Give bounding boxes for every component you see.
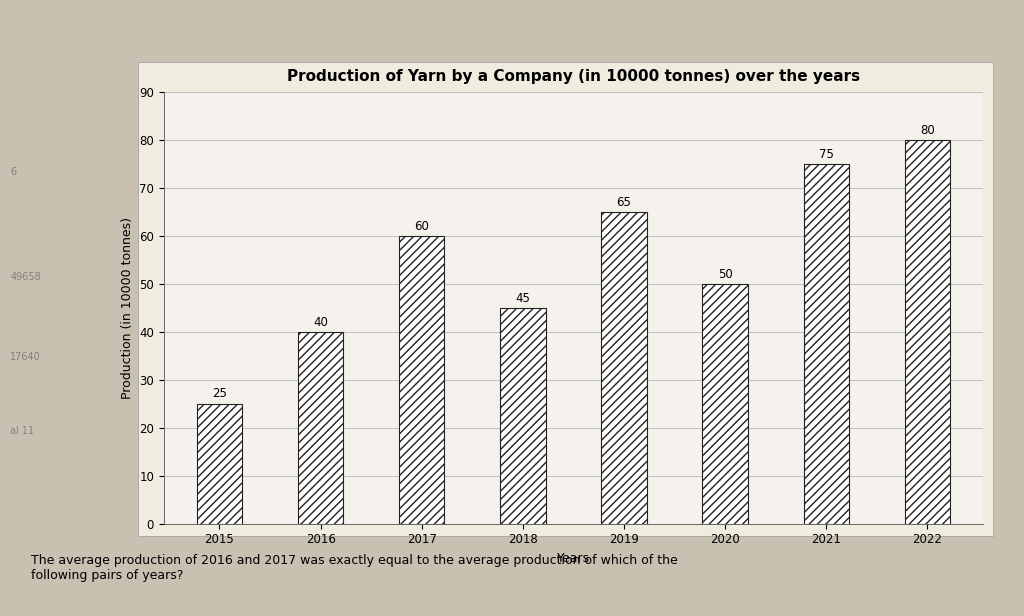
Bar: [500, 308, 546, 524]
Text: 17640: 17640: [10, 352, 41, 362]
Bar: [399, 236, 444, 524]
X-axis label: Years: Years: [557, 552, 590, 565]
Title: Production of Yarn by a Company (in 10000 tonnes) over the years: Production of Yarn by a Company (in 1000…: [287, 69, 860, 84]
Bar: [298, 332, 343, 524]
Text: 75: 75: [819, 148, 834, 161]
Bar: [197, 404, 243, 524]
Text: 50: 50: [718, 268, 732, 281]
Text: 25: 25: [212, 387, 227, 400]
Text: 80: 80: [920, 124, 935, 137]
Text: 45: 45: [515, 291, 530, 305]
Bar: [702, 284, 748, 524]
Text: 40: 40: [313, 315, 328, 328]
Bar: [601, 212, 647, 524]
Text: 60: 60: [415, 220, 429, 233]
Bar: [804, 164, 849, 524]
Text: The average production of 2016 and 2017 was exactly equal to the average product: The average production of 2016 and 2017 …: [31, 554, 678, 582]
Bar: [904, 140, 950, 524]
Text: al 11: al 11: [10, 426, 35, 436]
Y-axis label: Production (in 10000 tonnes): Production (in 10000 tonnes): [121, 217, 134, 399]
Text: 65: 65: [616, 196, 632, 209]
Text: 49658: 49658: [10, 272, 41, 282]
Text: 6: 6: [10, 168, 16, 177]
